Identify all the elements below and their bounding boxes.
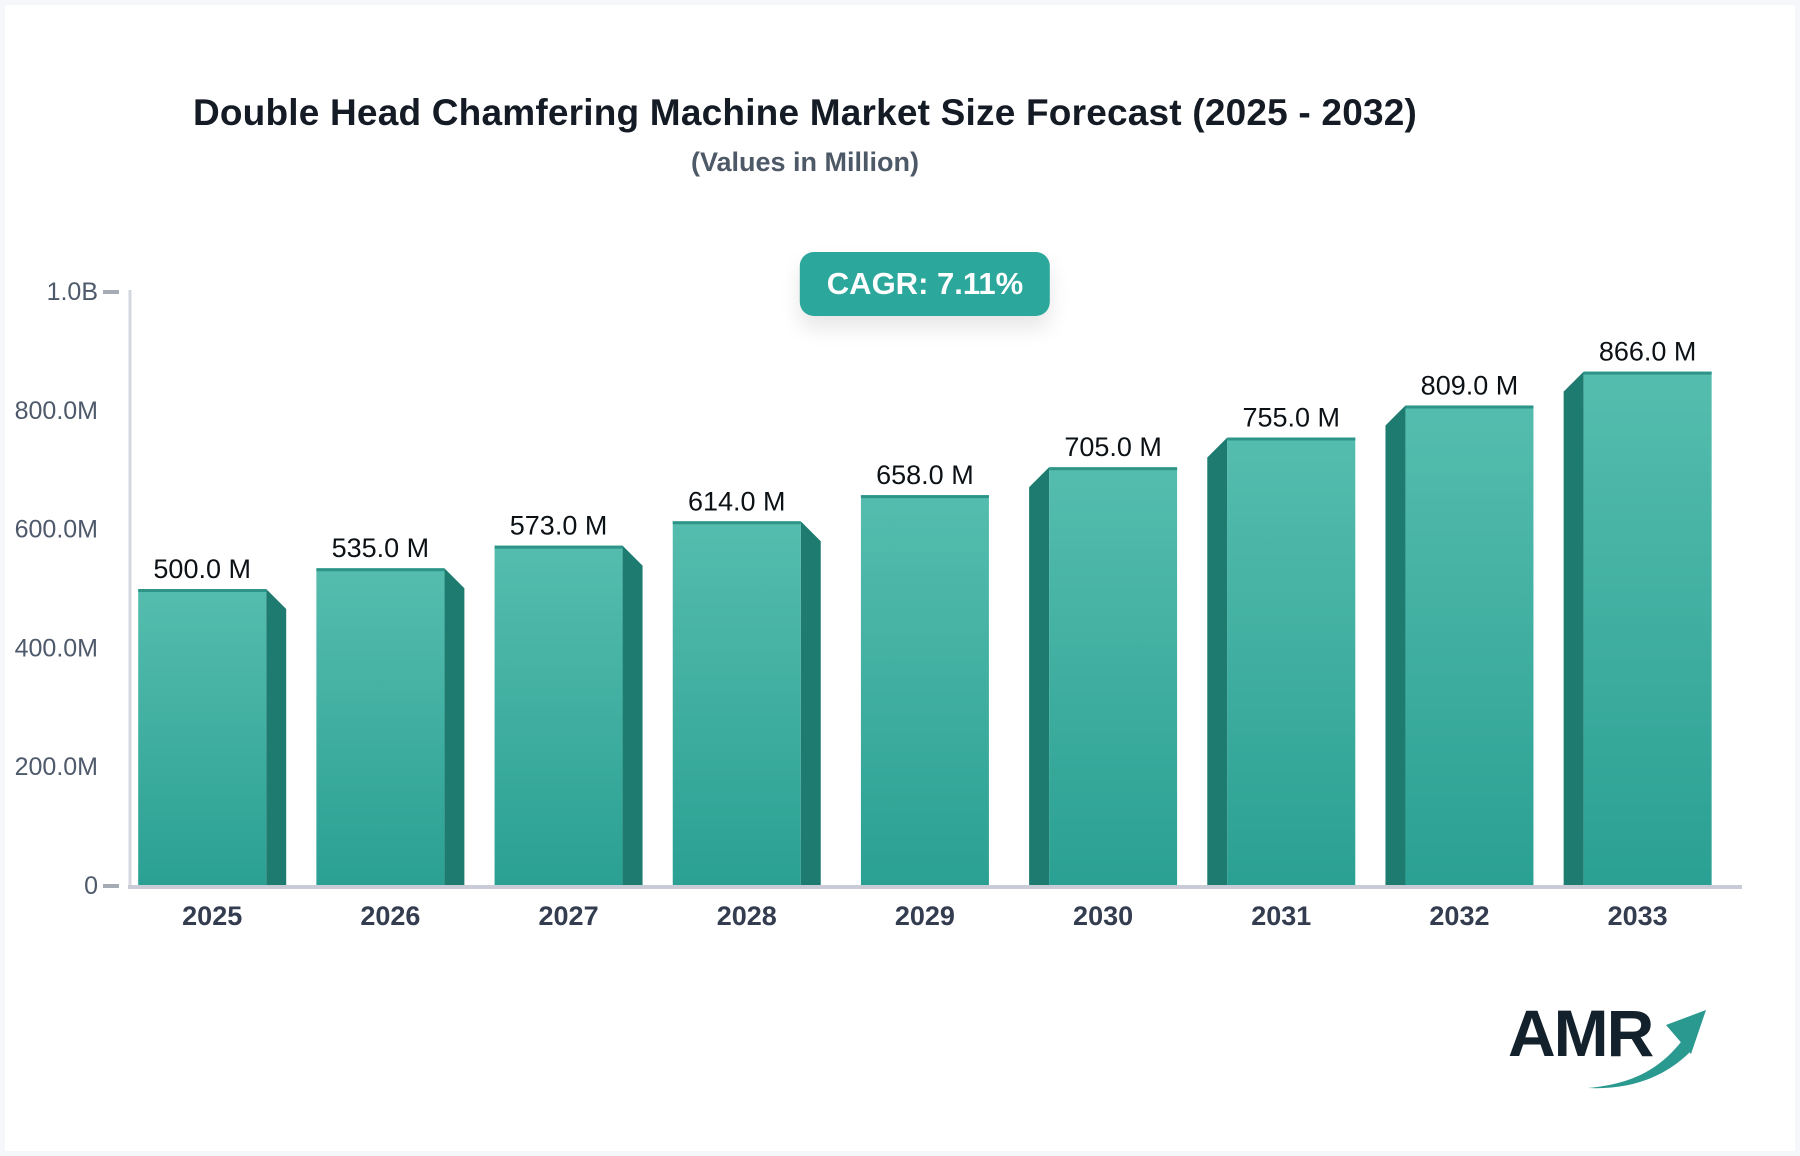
bar-2032: 809.0 M 2032	[1385, 370, 1534, 931]
chart-title: Double Head Chamfering Machine Market Si…	[192, 92, 1418, 133]
bar-side-face	[1385, 405, 1406, 886]
bar-front-face	[1405, 405, 1534, 886]
x-axis-category-label: 2029	[895, 901, 955, 931]
x-axis-category-label: 2031	[1251, 901, 1311, 931]
bar-front-face	[860, 495, 989, 886]
bar-side-face	[266, 589, 287, 886]
x-axis-category-label: 2032	[1429, 901, 1489, 931]
bar-side-face	[800, 521, 821, 886]
bar-side-face	[1029, 467, 1050, 886]
x-axis-category-label: 2026	[360, 901, 420, 931]
y-axis-tick-label: 1.0B	[47, 278, 98, 306]
bar-value-label: 573.0 M	[510, 511, 608, 541]
y-axis-tick-label: 200.0M	[15, 753, 98, 781]
bar-2029: 658.0 M 2029	[860, 460, 989, 931]
x-axis-category-label: 2028	[717, 901, 777, 931]
cagr-badge: CAGR: 7.11%	[799, 252, 1051, 316]
bar-side-face	[1563, 371, 1584, 886]
chart-subtitle: (Values in Million)	[690, 147, 920, 177]
bar-front-face	[1049, 467, 1178, 886]
x-axis-category-label: 2033	[1608, 901, 1668, 931]
y-axis-tick-label: 600.0M	[15, 516, 98, 544]
bar-value-label: 809.0 M	[1421, 370, 1519, 400]
bar-2026: 535.0 M 2026	[316, 533, 465, 931]
x-axis-category-label: 2030	[1073, 901, 1133, 931]
bar-2027: 573.0 M 2027	[494, 511, 643, 931]
bar-front-face	[672, 521, 801, 886]
bar-2025: 500.0 M 2025	[138, 554, 287, 931]
bar-value-label: 866.0 M	[1599, 337, 1697, 367]
bar-value-label: 500.0 M	[153, 554, 251, 584]
y-axis-tick-label: 800.0M	[15, 397, 98, 425]
bar-front-face	[494, 545, 623, 886]
growth-arrow-icon	[1588, 1010, 1706, 1089]
bar-front-face	[138, 589, 267, 886]
bar-2033: 866.0 M 2033	[1563, 337, 1712, 931]
x-axis-category-label: 2027	[539, 901, 599, 931]
x-axis-category-label: 2025	[182, 901, 242, 931]
bar-front-face	[1583, 371, 1712, 886]
bar-side-face	[622, 545, 643, 886]
bar-value-label: 614.0 M	[688, 486, 786, 516]
bar-2031: 755.0 M 2031	[1207, 403, 1356, 931]
bar-value-label: 755.0 M	[1242, 403, 1340, 433]
amr-logo: AMR	[1508, 1000, 1728, 1102]
amr-logo-text: AMR	[1508, 996, 1654, 1070]
bar-value-label: 535.0 M	[332, 533, 430, 563]
bar-side-face	[1207, 437, 1228, 886]
bar-value-label: 658.0 M	[876, 460, 974, 490]
bar-front-face	[1227, 437, 1356, 886]
bar-value-label: 705.0 M	[1064, 432, 1162, 462]
y-axis-tick-label: 400.0M	[15, 634, 98, 662]
bar-front-face	[316, 568, 445, 886]
y-axis-tick-label: 0	[84, 872, 98, 900]
bar-2030: 705.0 M 2030	[1029, 432, 1178, 931]
bar-side-face	[444, 568, 465, 886]
bar-2028: 614.0 M 2028	[672, 486, 821, 931]
